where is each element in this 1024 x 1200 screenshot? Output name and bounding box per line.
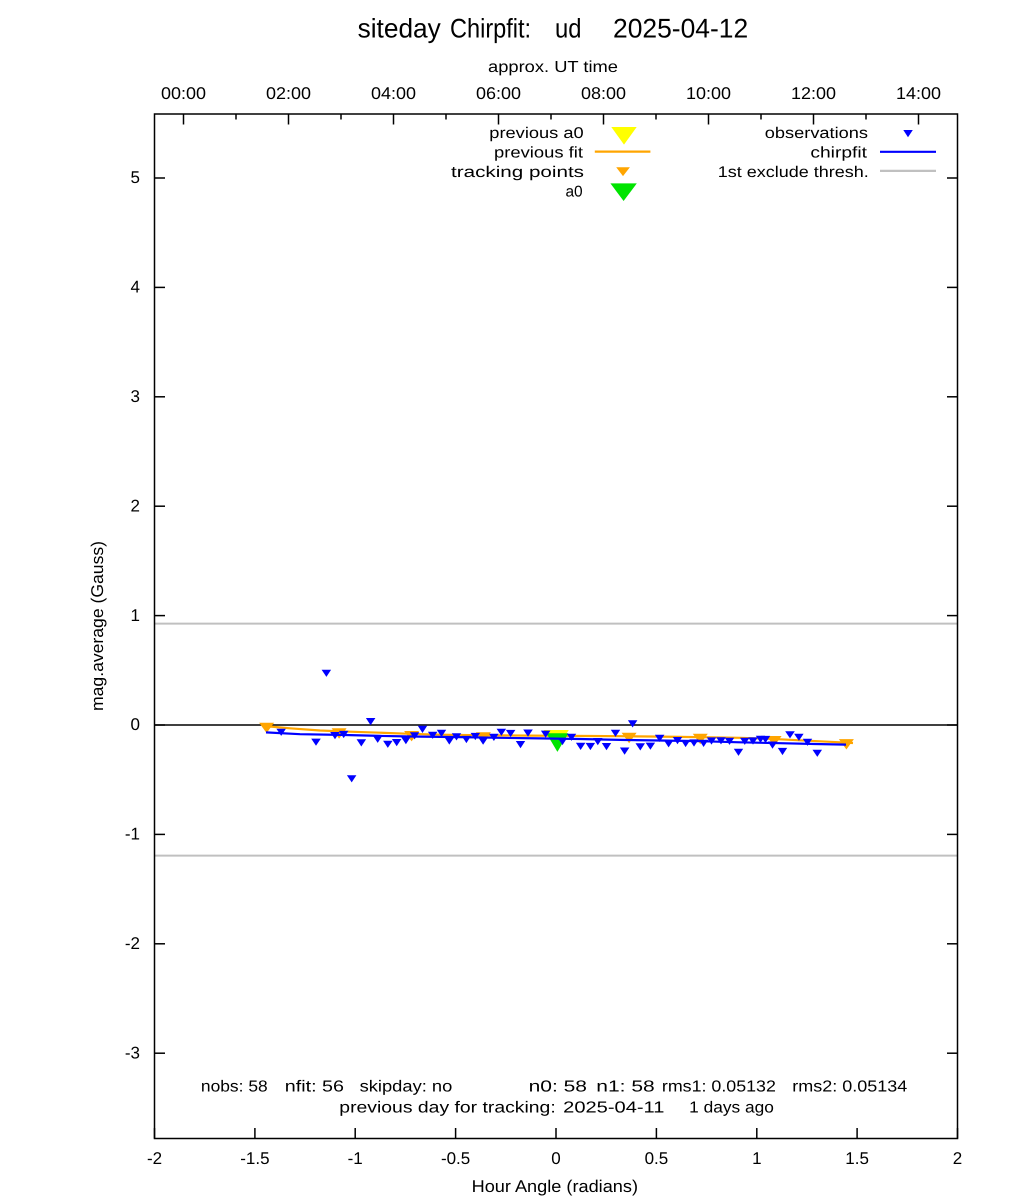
- svg-text:previous day for tracking:: previous day for tracking:: [339, 1100, 555, 1117]
- svg-text:Chirpfit:: Chirpfit:: [450, 14, 531, 44]
- svg-text:2025-04-12: 2025-04-12: [613, 14, 748, 44]
- svg-text:08:00: 08:00: [581, 84, 626, 103]
- svg-text:1 days ago: 1 days ago: [689, 1100, 774, 1117]
- svg-text:4: 4: [131, 278, 140, 297]
- svg-text:skipday: no: skipday: no: [360, 1079, 453, 1096]
- svg-text:n1: 58: n1: 58: [596, 1079, 655, 1096]
- svg-text:04:00: 04:00: [371, 84, 416, 103]
- svg-text:0.5: 0.5: [645, 1149, 669, 1168]
- svg-text:14:00: 14:00: [896, 84, 941, 103]
- svg-text:tracking points: tracking points: [451, 164, 584, 181]
- svg-text:observations: observations: [765, 125, 868, 142]
- svg-text:n0: 58: n0: 58: [529, 1079, 588, 1096]
- svg-text:-2: -2: [125, 934, 140, 953]
- svg-text:2025-04-11: 2025-04-11: [563, 1100, 664, 1117]
- svg-text:nfit: 56: nfit: 56: [285, 1079, 344, 1096]
- svg-text:1: 1: [131, 606, 140, 625]
- svg-text:00:00: 00:00: [161, 84, 206, 103]
- svg-text:06:00: 06:00: [476, 84, 521, 103]
- svg-text:3: 3: [131, 387, 140, 406]
- svg-text:5: 5: [131, 168, 140, 187]
- svg-text:2: 2: [131, 496, 140, 515]
- svg-text:10:00: 10:00: [686, 84, 731, 103]
- svg-text:rms2: 0.05134: rms2: 0.05134: [792, 1079, 907, 1096]
- svg-text:0: 0: [131, 715, 140, 734]
- svg-text:approx. UT time: approx. UT time: [488, 59, 618, 76]
- svg-text:ud: ud: [555, 14, 582, 44]
- svg-text:rms1: 0.05132: rms1: 0.05132: [662, 1079, 776, 1096]
- svg-text:Hour Angle (radians): Hour Angle (radians): [472, 1177, 638, 1196]
- svg-text:previous fit: previous fit: [494, 145, 584, 162]
- svg-text:02:00: 02:00: [266, 84, 311, 103]
- svg-text:chirpfit: chirpfit: [810, 145, 867, 162]
- svg-text:-2: -2: [147, 1149, 162, 1168]
- svg-text:-3: -3: [125, 1043, 140, 1062]
- svg-text:-0.5: -0.5: [441, 1149, 470, 1168]
- svg-text:mag.average (Gauss): mag.average (Gauss): [88, 541, 107, 711]
- svg-text:2: 2: [953, 1149, 962, 1168]
- svg-text:1st exclude thresh.: 1st exclude thresh.: [718, 164, 869, 181]
- svg-text:-1.5: -1.5: [240, 1149, 269, 1168]
- svg-text:0: 0: [551, 1149, 560, 1168]
- svg-text:nobs: 58: nobs: 58: [201, 1079, 268, 1096]
- svg-text:12:00: 12:00: [791, 84, 836, 103]
- svg-text:1.5: 1.5: [845, 1149, 869, 1168]
- svg-text:1: 1: [752, 1149, 761, 1168]
- svg-text:-1: -1: [348, 1149, 363, 1168]
- svg-text:a0: a0: [565, 184, 583, 201]
- svg-text:previous a0: previous a0: [489, 125, 584, 142]
- svg-text:-1: -1: [125, 825, 140, 844]
- svg-text:siteday: siteday: [358, 14, 442, 44]
